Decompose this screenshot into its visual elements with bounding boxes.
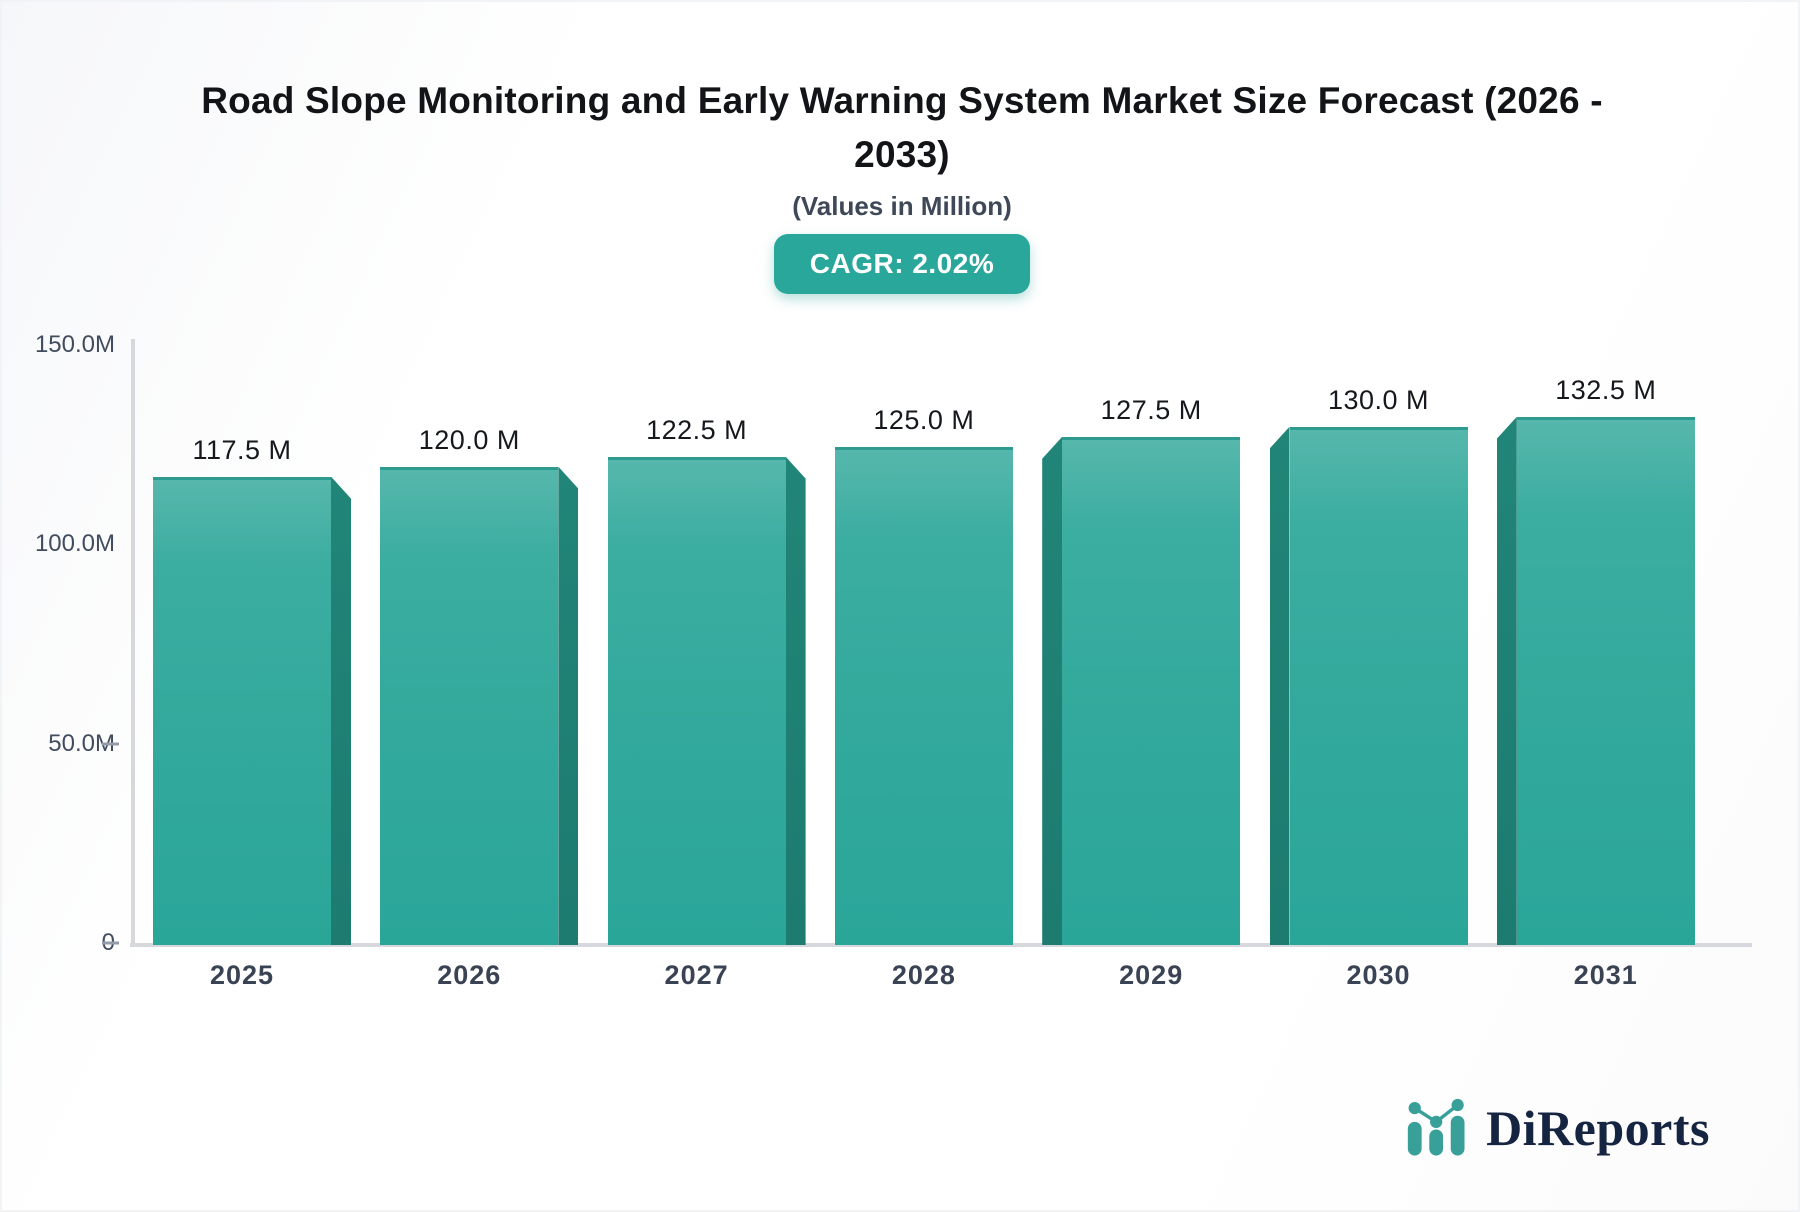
mini-bar-line-chart-icon	[1407, 1098, 1465, 1156]
bar-2026[interactable]	[380, 466, 559, 945]
y-tick-label-0: 0	[10, 929, 115, 957]
bar-side-2025	[331, 476, 351, 945]
bar-value-label-2028: 125.0 M	[873, 404, 975, 435]
chart-header: Road Slope Monitoring and Early Warning …	[2, 74, 1798, 295]
y-tick-label-100.0M: 100.0M	[34, 530, 115, 558]
bar-side-2031	[1496, 416, 1517, 945]
chart-subtitle: (Values in Million)	[792, 191, 1012, 222]
bar-side-2026	[558, 466, 579, 945]
bar-2027[interactable]	[607, 456, 786, 945]
brand-name: DiReports	[1486, 1100, 1710, 1156]
brand-logo: DiReports	[1404, 1097, 1710, 1159]
bar-value-label-2029: 127.5 M	[1100, 394, 1202, 425]
bar-2028[interactable]	[834, 446, 1013, 945]
x-axis-label-2027: 2027	[664, 960, 729, 990]
page-title-line2: 2033)	[854, 133, 950, 175]
bar-value-label-2031: 132.5 M	[1555, 374, 1657, 405]
x-axis-label-2029: 2029	[1119, 960, 1184, 990]
bar-side-2029	[1042, 436, 1063, 945]
y-tick-label-50.0M: 50.0M	[48, 729, 115, 757]
bar-2031[interactable]	[1516, 416, 1695, 945]
x-axis-line	[130, 943, 1752, 947]
x-axis-label-2031: 2031	[1573, 960, 1638, 990]
page-title: Road Slope Monitoring and Early Warning …	[2, 74, 1798, 181]
bar-side-2027	[785, 456, 806, 945]
y-axis-line	[131, 339, 135, 947]
x-axis-label-2026: 2026	[437, 960, 502, 990]
y-tick-dash-50.0M	[102, 742, 119, 746]
bar-value-label-2027: 122.5 M	[646, 414, 748, 445]
y-tick-dash-0	[102, 941, 119, 945]
bar-value-label-2030: 130.0 M	[1327, 384, 1430, 415]
bar-value-label-2026: 120.0 M	[418, 424, 520, 455]
bar-2030[interactable]	[1289, 426, 1468, 945]
x-axis-label-2030: 2030	[1346, 960, 1411, 990]
bar-2029[interactable]	[1062, 436, 1241, 945]
x-axis-label-2028: 2028	[891, 960, 956, 990]
x-axis-label-2025: 2025	[209, 960, 275, 990]
bar-side-2030	[1269, 426, 1290, 945]
cagr-badge: CAGR: 2.02%	[773, 234, 1031, 295]
page-title-line1: Road Slope Monitoring and Early Warning …	[201, 80, 1603, 121]
bar-2025[interactable]	[153, 476, 331, 945]
bar-value-label-2025: 117.5 M	[192, 434, 292, 465]
y-tick-label-150.0M: 150.0M	[34, 331, 115, 358]
